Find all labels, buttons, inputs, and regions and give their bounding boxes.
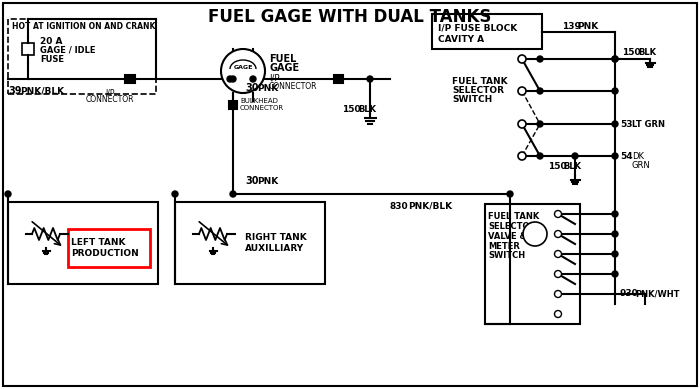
Circle shape [227, 76, 233, 82]
Text: I/P: I/P [269, 74, 279, 82]
Text: I/P FUSE BLOCK: I/P FUSE BLOCK [438, 23, 517, 33]
Circle shape [572, 153, 578, 159]
Text: CONNECTOR: CONNECTOR [240, 105, 284, 111]
Bar [432, 14, 542, 49]
Circle shape [518, 152, 526, 160]
Circle shape [537, 153, 543, 159]
Circle shape [554, 251, 561, 258]
Circle shape [5, 191, 11, 197]
Text: FUEL: FUEL [269, 54, 296, 64]
Text: M: M [530, 229, 540, 239]
Bar [8, 202, 158, 284]
Bar [8, 19, 156, 94]
Text: SWITCH: SWITCH [452, 95, 492, 103]
Text: PNK/BLK: PNK/BLK [20, 86, 64, 96]
Circle shape [612, 56, 618, 62]
Text: PRODUCTION: PRODUCTION [71, 249, 139, 258]
Circle shape [523, 222, 547, 246]
Text: 830: 830 [390, 202, 409, 210]
Text: AUXILLIARY: AUXILLIARY [245, 244, 304, 252]
Text: PNK: PNK [577, 21, 598, 30]
Text: PNK/BLK: PNK/BLK [408, 202, 452, 210]
Text: SELECTOR: SELECTOR [452, 86, 504, 95]
Text: I/P: I/P [105, 89, 115, 98]
Circle shape [537, 121, 543, 127]
Circle shape [172, 191, 178, 197]
Text: CONNECTOR: CONNECTOR [85, 95, 134, 103]
Bar [68, 229, 150, 267]
Circle shape [230, 191, 236, 197]
Text: VALVE &: VALVE & [488, 231, 526, 240]
Circle shape [554, 210, 561, 217]
Text: GAGE: GAGE [233, 65, 253, 70]
Text: CAVITY A: CAVITY A [438, 35, 484, 44]
Text: 39: 39 [8, 86, 22, 96]
Circle shape [507, 191, 513, 197]
Text: FUEL GAGE WITH DUAL TANKS: FUEL GAGE WITH DUAL TANKS [209, 8, 491, 26]
Text: FUSE: FUSE [40, 54, 64, 63]
Text: PNK: PNK [257, 84, 279, 93]
Circle shape [612, 56, 618, 62]
Text: LT GRN: LT GRN [632, 119, 665, 128]
Text: GAGE: GAGE [269, 63, 299, 73]
Bar [22, 43, 34, 55]
Bar [229, 101, 237, 109]
Text: 150: 150 [548, 161, 566, 170]
Text: 150: 150 [342, 105, 360, 114]
Text: BULKHEAD: BULKHEAD [240, 98, 278, 104]
Text: GAGE / IDLE: GAGE / IDLE [40, 46, 95, 54]
Text: 930: 930 [620, 289, 638, 298]
Bar [175, 202, 325, 284]
Circle shape [554, 231, 561, 238]
Circle shape [221, 49, 265, 93]
Text: 20 A: 20 A [40, 37, 62, 46]
Bar [485, 204, 580, 324]
Circle shape [554, 291, 561, 298]
Text: PNK: PNK [257, 177, 279, 186]
Text: LEFT TANK: LEFT TANK [71, 238, 125, 247]
Circle shape [612, 231, 618, 237]
Circle shape [518, 87, 526, 95]
Text: 53: 53 [620, 119, 633, 128]
Circle shape [612, 251, 618, 257]
Circle shape [612, 121, 618, 127]
Text: PNK/WHT: PNK/WHT [635, 289, 680, 298]
Text: FUEL TANK: FUEL TANK [488, 212, 539, 221]
Text: 30: 30 [245, 83, 258, 93]
Circle shape [518, 120, 526, 128]
Circle shape [537, 88, 543, 94]
Circle shape [612, 88, 618, 94]
Circle shape [230, 76, 236, 82]
Text: BLK: BLK [563, 161, 581, 170]
Text: 54: 54 [620, 151, 633, 161]
Text: RIGHT TANK: RIGHT TANK [245, 233, 307, 242]
Text: 150: 150 [622, 47, 640, 56]
Circle shape [518, 55, 526, 63]
Text: CONNECTOR: CONNECTOR [269, 82, 318, 91]
Text: METER: METER [488, 242, 520, 251]
Text: HOT AT IGNITION ON AND CRANK: HOT AT IGNITION ON AND CRANK [12, 21, 155, 30]
Text: FUEL TANK: FUEL TANK [452, 77, 507, 86]
Text: 139: 139 [562, 21, 581, 30]
Circle shape [250, 76, 256, 82]
Text: 30: 30 [245, 176, 258, 186]
Text: GRN: GRN [632, 161, 651, 170]
Circle shape [537, 56, 543, 62]
Text: DK: DK [632, 151, 644, 161]
Circle shape [554, 310, 561, 317]
Circle shape [612, 211, 618, 217]
Bar [334, 75, 343, 83]
Text: SELECTOR: SELECTOR [488, 221, 536, 231]
Bar [125, 75, 135, 83]
Text: SWITCH: SWITCH [488, 252, 525, 261]
Text: BLK: BLK [638, 47, 656, 56]
Text: BLK: BLK [358, 105, 376, 114]
Circle shape [612, 153, 618, 159]
Circle shape [367, 76, 373, 82]
Circle shape [554, 270, 561, 277]
Circle shape [612, 271, 618, 277]
